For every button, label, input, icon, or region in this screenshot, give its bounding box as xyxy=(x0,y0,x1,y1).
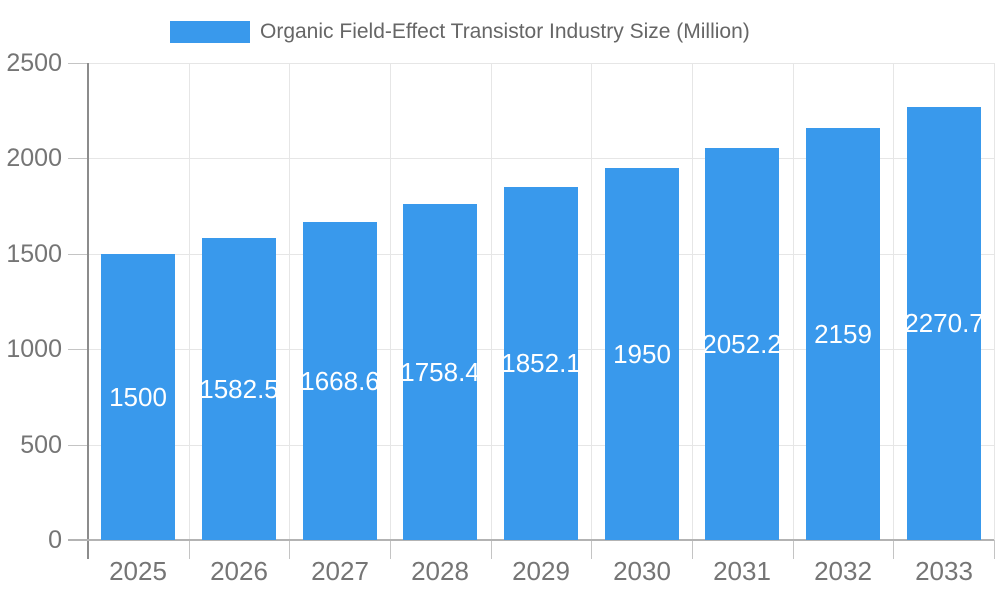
x-axis-tick xyxy=(189,540,190,559)
gridline-vertical xyxy=(491,63,492,540)
bar[interactable] xyxy=(907,107,981,540)
bar[interactable] xyxy=(605,168,679,540)
y-axis-label: 0 xyxy=(48,526,62,554)
y-axis-label: 1500 xyxy=(6,240,62,268)
bar[interactable] xyxy=(806,128,880,540)
gridline-vertical xyxy=(390,63,391,540)
gridline-vertical xyxy=(994,63,995,540)
x-axis-tick xyxy=(692,540,693,559)
gridline-vertical xyxy=(893,63,894,540)
x-axis-label: 2030 xyxy=(613,556,671,586)
bar[interactable] xyxy=(303,222,377,540)
x-axis-label: 2028 xyxy=(411,556,469,586)
bar[interactable] xyxy=(403,204,477,540)
x-axis-tick xyxy=(289,540,290,559)
legend-label: Organic Field-Effect Transistor Industry… xyxy=(260,20,750,43)
x-axis-label: 2027 xyxy=(311,556,369,586)
x-axis-label: 2032 xyxy=(814,556,872,586)
x-axis-tick xyxy=(591,540,592,559)
gridline-vertical xyxy=(189,63,190,540)
bar[interactable] xyxy=(504,187,578,540)
gridline-vertical xyxy=(289,63,290,540)
y-axis-label: 1000 xyxy=(6,335,62,363)
y-axis-line xyxy=(87,63,89,559)
y-axis-label: 2500 xyxy=(6,49,62,77)
y-axis-label: 500 xyxy=(20,431,62,459)
chart-legend[interactable]: Organic Field-Effect Transistor Industry… xyxy=(170,19,750,45)
gridline-vertical xyxy=(591,63,592,540)
x-axis-label: 2025 xyxy=(109,556,167,586)
x-axis-tick xyxy=(793,540,794,559)
y-axis-tick xyxy=(68,349,88,350)
x-axis-line xyxy=(68,539,994,541)
x-axis-label: 2026 xyxy=(210,556,268,586)
x-axis-label: 2033 xyxy=(915,556,973,586)
y-axis-label: 2000 xyxy=(6,144,62,172)
y-axis-tick xyxy=(68,158,88,159)
gridline-horizontal xyxy=(88,158,994,159)
x-axis-tick xyxy=(994,540,995,559)
bar[interactable] xyxy=(101,254,175,540)
y-axis-tick xyxy=(68,445,88,446)
x-axis-label: 2031 xyxy=(713,556,771,586)
x-axis-tick xyxy=(491,540,492,559)
bar[interactable] xyxy=(705,148,779,540)
x-axis-tick xyxy=(893,540,894,559)
gridline-horizontal xyxy=(88,63,994,64)
bar[interactable] xyxy=(202,238,276,540)
y-axis-tick xyxy=(68,254,88,255)
y-axis-tick xyxy=(68,63,88,64)
legend-swatch xyxy=(170,21,250,43)
gridline-vertical xyxy=(793,63,794,540)
gridline-vertical xyxy=(692,63,693,540)
x-axis-tick xyxy=(390,540,391,559)
x-axis-label: 2029 xyxy=(512,556,570,586)
